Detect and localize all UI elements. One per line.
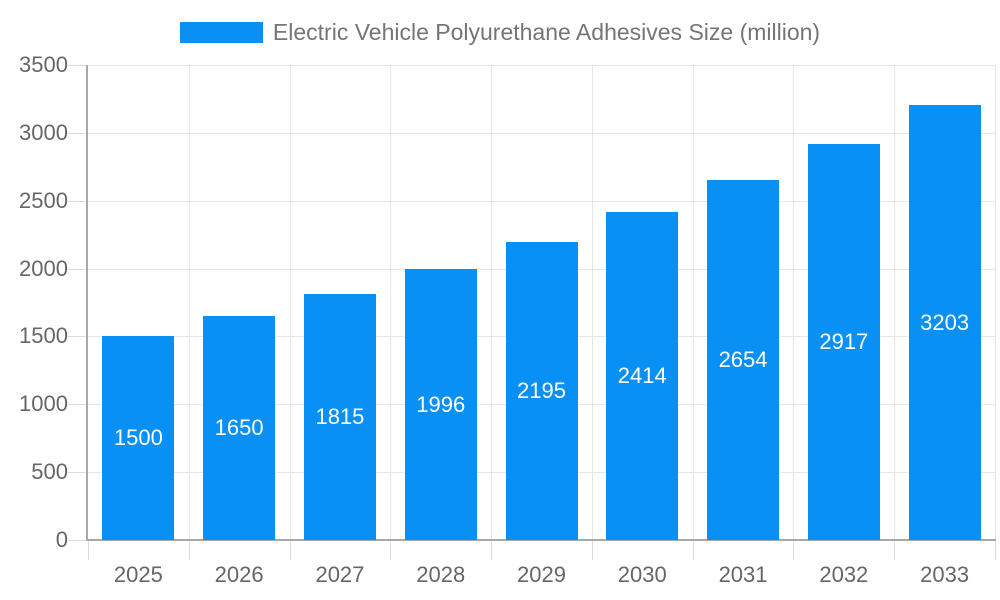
y-axis-tick (68, 336, 88, 338)
chart-legend: Electric Vehicle Polyurethane Adhesives … (0, 19, 1000, 45)
y-axis-line (86, 65, 88, 540)
y-axis-tick (68, 540, 88, 541)
bar-2026[interactable]: 1650 (203, 316, 276, 540)
y-axis-label: 2000 (19, 255, 68, 281)
y-axis-tick (68, 65, 88, 66)
legend-swatch (179, 21, 263, 43)
y-gridline (88, 132, 995, 134)
y-axis-label: 0 (55, 527, 68, 552)
x-gridline (894, 65, 896, 540)
x-gridline (995, 65, 996, 540)
x-gridline (793, 65, 795, 540)
y-axis-label: 1500 (19, 323, 68, 349)
y-axis-tick (68, 472, 88, 474)
y-axis-tick (68, 200, 88, 202)
bar-value-label: 1996 (416, 391, 466, 417)
y-axis-label: 500 (31, 459, 68, 485)
y-gridline (88, 200, 995, 202)
legend-item[interactable]: Electric Vehicle Polyurethane Adhesives … (179, 19, 821, 45)
bar-2030[interactable]: 2414 (606, 212, 679, 540)
x-axis-label: 2027 (315, 562, 365, 587)
x-gridline (591, 65, 593, 540)
y-gridline (88, 65, 995, 66)
bar-value-label: 2195 (517, 378, 566, 404)
y-axis-label: 3000 (19, 119, 68, 145)
x-axis-tick (88, 540, 89, 560)
y-axis-label: 1000 (19, 391, 68, 417)
x-axis-label: 2033 (920, 562, 970, 587)
bar-2032[interactable]: 2917 (807, 144, 880, 540)
bar-2031[interactable]: 2654 (707, 179, 780, 540)
x-gridline (289, 65, 291, 540)
x-axis-label: 2026 (214, 562, 264, 587)
x-axis-tick (894, 540, 896, 560)
chart-title: Electric Vehicle Polyurethane Adhesives … (272, 19, 821, 45)
y-axis-tick (68, 132, 88, 134)
bar-value-label: 1815 (315, 403, 365, 429)
x-axis-tick (188, 540, 190, 560)
bar-value-label: 1650 (214, 415, 264, 441)
x-axis-tick (390, 540, 392, 560)
x-axis-tick (491, 540, 493, 560)
x-axis-tick (692, 540, 694, 560)
x-axis-label: 2030 (617, 562, 667, 587)
y-axis-label: 3500 (19, 52, 68, 77)
x-axis-label: 2029 (517, 562, 566, 587)
x-gridline (692, 65, 694, 540)
x-gridline (390, 65, 392, 540)
bar-2028[interactable]: 1996 (404, 269, 477, 540)
bar-value-label: 2917 (819, 329, 869, 355)
x-gridline (491, 65, 493, 540)
x-axis-tick (793, 540, 795, 560)
bar-2033[interactable]: 3203 (908, 105, 981, 540)
x-gridline (188, 65, 190, 540)
x-axis-label: 2028 (416, 562, 466, 587)
bar-2027[interactable]: 1815 (303, 293, 376, 540)
bar-2029[interactable]: 2195 (505, 242, 578, 540)
x-axis-label: 2032 (819, 562, 869, 587)
x-axis-tick (289, 540, 291, 560)
y-axis-label: 2500 (19, 187, 68, 213)
x-axis-tick (995, 540, 996, 560)
bar-2025[interactable]: 1500 (102, 336, 175, 540)
x-axis-tick (591, 540, 593, 560)
x-axis-label: 2025 (113, 562, 163, 587)
y-axis-tick (68, 268, 88, 270)
bar-value-label: 1500 (113, 425, 163, 451)
bar-value-label: 2654 (718, 346, 768, 372)
x-axis-label: 2031 (718, 562, 768, 587)
y-axis-tick (68, 404, 88, 406)
x-axis-line (86, 539, 996, 541)
bar-value-label: 3203 (920, 309, 970, 335)
bar-value-label: 2414 (617, 363, 667, 389)
